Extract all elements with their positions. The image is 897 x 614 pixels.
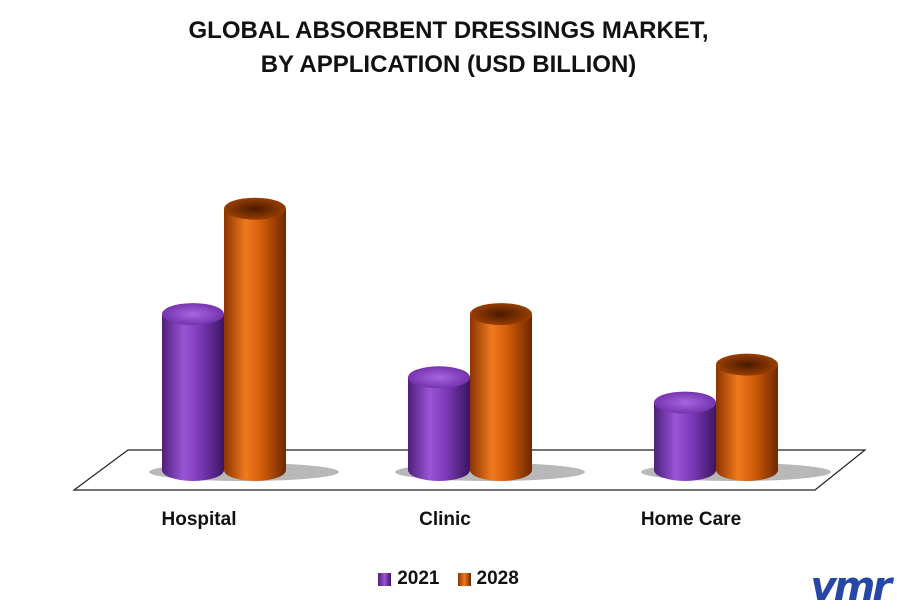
bar-body xyxy=(654,402,716,481)
category-label-home-care: Home Care xyxy=(641,509,741,530)
legend-item-2021: 2021 xyxy=(378,568,440,590)
bar-clinic-2021 xyxy=(408,366,470,481)
legend: 2021 2028 xyxy=(0,568,897,590)
category-labels: Hospital Clinic Home Care xyxy=(162,509,742,530)
bar-top xyxy=(470,303,532,326)
chart-title: GLOBAL ABSORBENT DRESSINGS MARKET, BY AP… xyxy=(0,14,897,82)
legend-label-2028: 2028 xyxy=(476,568,519,589)
legend-swatch-2021 xyxy=(378,572,392,586)
bar-top xyxy=(162,303,224,326)
bar-top xyxy=(654,391,716,414)
bar-home-care-2028 xyxy=(716,353,778,481)
bar-home-care-2021 xyxy=(654,391,716,481)
legend-label-2021: 2021 xyxy=(397,568,440,589)
chart-title-line-1: GLOBAL ABSORBENT DRESSINGS MARKET, xyxy=(188,17,709,44)
bar-top xyxy=(224,197,286,220)
legend-swatch-2028 xyxy=(457,572,471,586)
bar-hospital-2021 xyxy=(162,303,224,481)
bar-hospital-2028 xyxy=(224,197,286,481)
bar-clinic-2028 xyxy=(470,303,532,481)
bar-body xyxy=(716,364,778,481)
bars xyxy=(162,197,778,481)
bar-body xyxy=(470,314,532,481)
category-label-hospital: Hospital xyxy=(162,509,237,530)
bar-body xyxy=(224,208,286,481)
category-label-clinic: Clinic xyxy=(419,509,471,530)
legend-item-2028: 2028 xyxy=(457,568,519,590)
bar-body xyxy=(408,377,470,481)
vmr-logo: vmr xyxy=(810,564,893,610)
bar-top xyxy=(716,353,778,376)
bar-body xyxy=(162,314,224,481)
chart-title-line-2: BY APPLICATION (USD BILLION) xyxy=(260,51,637,78)
bar-top xyxy=(408,366,470,389)
